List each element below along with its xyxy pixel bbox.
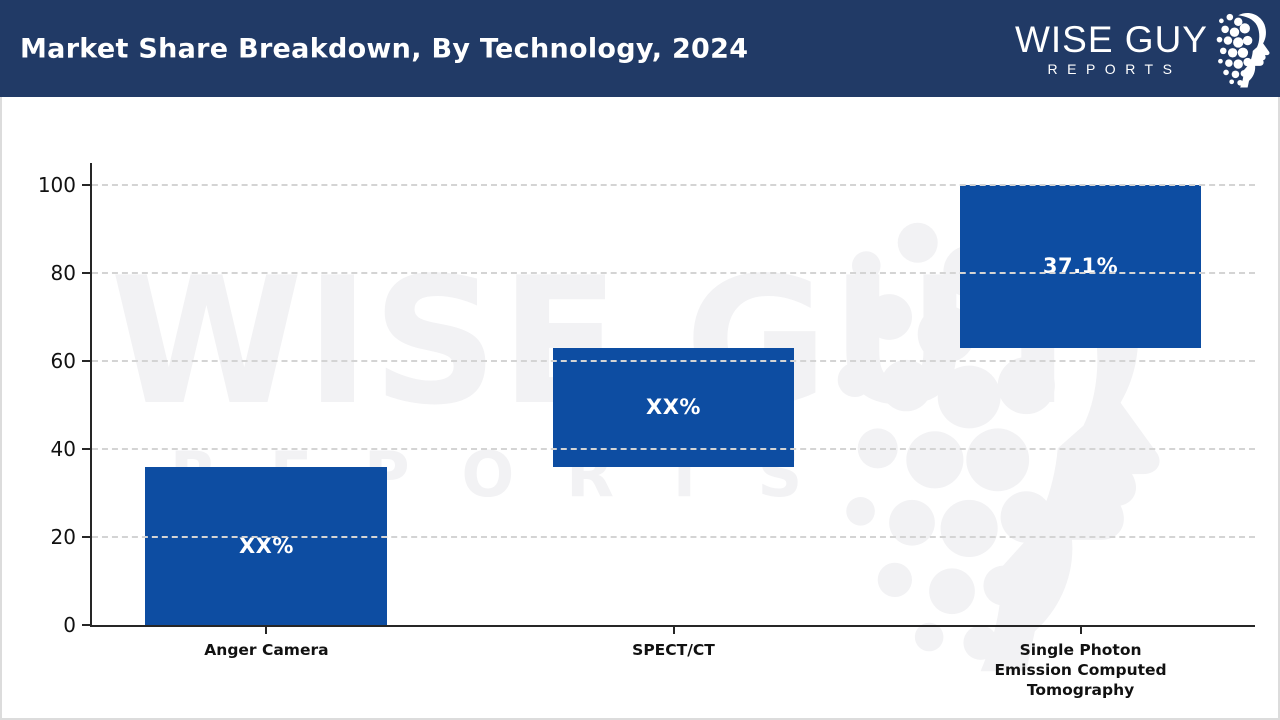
bar-segment: XX%: [145, 466, 388, 625]
chart-canvas: WISE GUY REPORTS 0 20 40 60 80 100 XX% Anger Ca…: [0, 97, 1280, 720]
x-category-label: Single Photon Emission Computed Tomograp…: [994, 641, 1167, 699]
y-tick-mark-0: [82, 624, 90, 626]
gridline-y20: [92, 536, 1255, 538]
header-bar: Market Share Breakdown, By Technology, 2…: [0, 0, 1280, 97]
y-tick-mark-40: [82, 448, 90, 450]
x-category-label: Anger Camera: [204, 641, 329, 659]
y-tick-label-0: 0: [63, 613, 76, 637]
gridline-y100: [92, 184, 1255, 186]
gridline-y80: [92, 272, 1255, 274]
y-tick-label-80: 80: [50, 261, 76, 285]
logo-subtitle: REPORTS: [1047, 61, 1182, 77]
dotted-face-icon: [1212, 9, 1272, 89]
y-tick-mark-100: [82, 184, 90, 186]
x-category-label: SPECT/CT: [632, 641, 715, 659]
x-tick-mark: [265, 627, 268, 634]
bar-segment: 37.1%: [959, 184, 1202, 348]
y-tick-label-60: 60: [50, 349, 76, 373]
y-tick-mark-60: [82, 360, 90, 362]
y-tick-label-40: 40: [50, 437, 76, 461]
plot-area: 0 20 40 60 80 100 XX% Anger Camera XX% SPECT/CT 37…: [38, 163, 1255, 699]
bar-value-label: 37.1%: [1042, 254, 1119, 279]
bar-segment: XX%: [552, 347, 795, 467]
page-title: Market Share Breakdown, By Technology, 2…: [20, 33, 749, 64]
logo-text: WISE GUY REPORTS: [1015, 20, 1208, 78]
gridline-y60: [92, 360, 1255, 362]
y-tick-mark-20: [82, 536, 90, 538]
gridline-y40: [92, 448, 1255, 450]
x-tick-mark: [672, 627, 675, 634]
y-tick-mark-80: [82, 272, 90, 274]
x-tick-mark: [1079, 627, 1082, 634]
wise-guy-reports-logo: WISE GUY REPORTS: [1015, 7, 1272, 91]
bar-value-label: XX%: [646, 395, 701, 420]
logo-wordmark: WISE GUY: [1014, 19, 1208, 60]
y-tick-label-20: 20: [50, 525, 76, 549]
y-tick-label-100: 100: [37, 173, 76, 197]
